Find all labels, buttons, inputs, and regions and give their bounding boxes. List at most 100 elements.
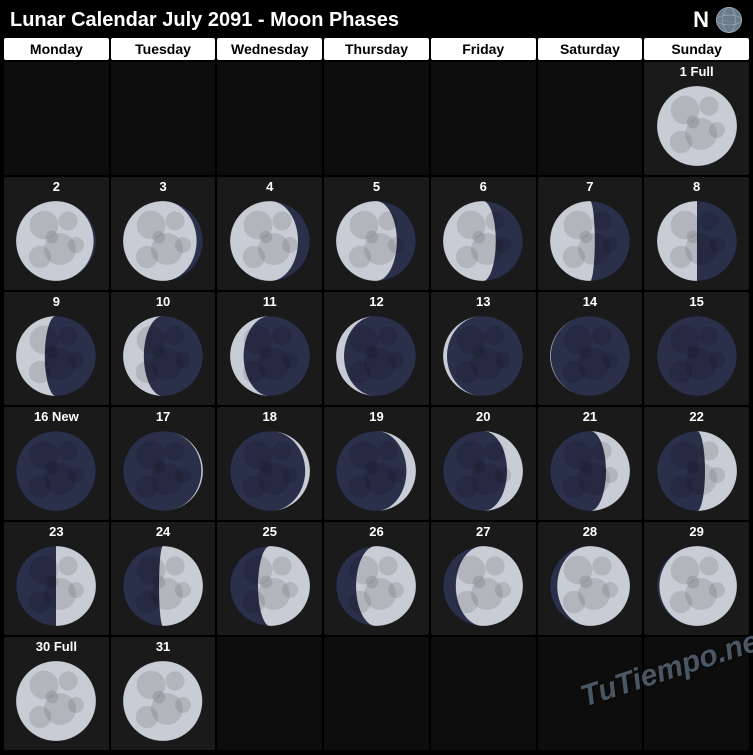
header: Lunar Calendar July 2091 - Moon Phases N — [0, 0, 753, 38]
page-title: Lunar Calendar July 2091 - Moon Phases — [10, 9, 399, 32]
calendar-cell: 3 — [111, 177, 216, 290]
day-label: 15 — [689, 292, 703, 310]
moon-phase-icon — [657, 80, 737, 175]
weekday-header: Friday — [431, 38, 536, 60]
day-label: 20 — [476, 407, 490, 425]
calendar-cell: 27 — [431, 522, 536, 635]
calendar-cell: 18 — [217, 407, 322, 520]
moon-phase-icon — [550, 195, 630, 290]
calendar-cell: 13 — [431, 292, 536, 405]
day-label: 1 Full — [680, 62, 714, 80]
calendar-cell: 31 — [111, 637, 216, 750]
calendar-cell: 7 — [538, 177, 643, 290]
moon-phase-icon — [657, 195, 737, 290]
calendar-cell: 21 — [538, 407, 643, 520]
day-label: 22 — [689, 407, 703, 425]
moon-phase-icon — [230, 540, 310, 635]
calendar-cell — [111, 62, 216, 175]
day-label: 11 — [263, 292, 277, 310]
moon-phase-icon — [443, 310, 523, 405]
day-label: 25 — [263, 522, 277, 540]
calendar-cell: 25 — [217, 522, 322, 635]
weekday-header: Wednesday — [217, 38, 322, 60]
calendar-cell — [538, 62, 643, 175]
weekday-row: MondayTuesdayWednesdayThursdayFridaySatu… — [0, 38, 753, 60]
calendar-cell: 29 — [644, 522, 749, 635]
moon-phase-icon — [443, 425, 523, 520]
day-label: 3 — [159, 177, 166, 195]
calendar-cell — [324, 62, 429, 175]
moon-phase-icon — [550, 540, 630, 635]
day-label: 26 — [369, 522, 383, 540]
moon-phase-icon — [550, 425, 630, 520]
day-label: 5 — [373, 177, 380, 195]
day-label: 30 Full — [36, 637, 77, 655]
day-label: 17 — [156, 407, 170, 425]
calendar-cell: 16 New — [4, 407, 109, 520]
moon-phase-icon — [336, 310, 416, 405]
moon-phase-icon — [123, 310, 203, 405]
calendar-cell — [431, 637, 536, 750]
calendar-cell: 6 — [431, 177, 536, 290]
day-label: 12 — [369, 292, 383, 310]
calendar-cell: 12 — [324, 292, 429, 405]
day-label: 27 — [476, 522, 490, 540]
calendar-cell: 14 — [538, 292, 643, 405]
calendar-cell: 22 — [644, 407, 749, 520]
moon-phase-icon — [16, 655, 96, 750]
day-label: 24 — [156, 522, 170, 540]
hemisphere-indicator: N — [693, 6, 743, 34]
day-label: 31 — [156, 637, 170, 655]
day-label: 21 — [583, 407, 597, 425]
calendar-cell: 1 Full — [644, 62, 749, 175]
calendar-cell: 10 — [111, 292, 216, 405]
calendar-cell — [324, 637, 429, 750]
calendar-cell: 26 — [324, 522, 429, 635]
calendar-cell: 28 — [538, 522, 643, 635]
day-label: 7 — [586, 177, 593, 195]
calendar-cell: 5 — [324, 177, 429, 290]
calendar-cell: 30 Full — [4, 637, 109, 750]
weekday-header: Thursday — [324, 38, 429, 60]
calendar-cell: 17 — [111, 407, 216, 520]
calendar-cell: 4 — [217, 177, 322, 290]
calendar-cell: 11 — [217, 292, 322, 405]
calendar-cell: 24 — [111, 522, 216, 635]
calendar-cell — [431, 62, 536, 175]
day-label: 4 — [266, 177, 273, 195]
calendar-cell: 9 — [4, 292, 109, 405]
moon-phase-icon — [123, 425, 203, 520]
moon-phase-icon — [443, 540, 523, 635]
moon-phase-icon — [336, 195, 416, 290]
moon-phase-icon — [230, 195, 310, 290]
moon-phase-icon — [657, 540, 737, 635]
calendar-cell — [538, 637, 643, 750]
moon-phase-icon — [657, 425, 737, 520]
calendar-cell — [644, 637, 749, 750]
calendar-grid: 1 Full 2 3 — [0, 60, 753, 752]
day-label: 9 — [53, 292, 60, 310]
moon-phase-icon — [336, 540, 416, 635]
calendar-cell — [217, 637, 322, 750]
moon-phase-icon — [16, 195, 96, 290]
moon-phase-icon — [657, 310, 737, 405]
weekday-header: Monday — [4, 38, 109, 60]
weekday-header: Tuesday — [111, 38, 216, 60]
calendar-cell: 2 — [4, 177, 109, 290]
day-label: 14 — [583, 292, 597, 310]
moon-phase-icon — [336, 425, 416, 520]
moon-phase-icon — [550, 310, 630, 405]
day-label: 18 — [263, 407, 277, 425]
moon-phase-icon — [16, 425, 96, 520]
day-label: 28 — [583, 522, 597, 540]
moon-phase-icon — [123, 195, 203, 290]
calendar-cell — [4, 62, 109, 175]
calendar-cell: 19 — [324, 407, 429, 520]
moon-phase-icon — [16, 540, 96, 635]
moon-phase-icon — [16, 310, 96, 405]
moon-phase-icon — [443, 195, 523, 290]
day-label: 13 — [476, 292, 490, 310]
day-label: 16 New — [34, 407, 79, 425]
calendar-cell: 8 — [644, 177, 749, 290]
calendar-cell: 15 — [644, 292, 749, 405]
